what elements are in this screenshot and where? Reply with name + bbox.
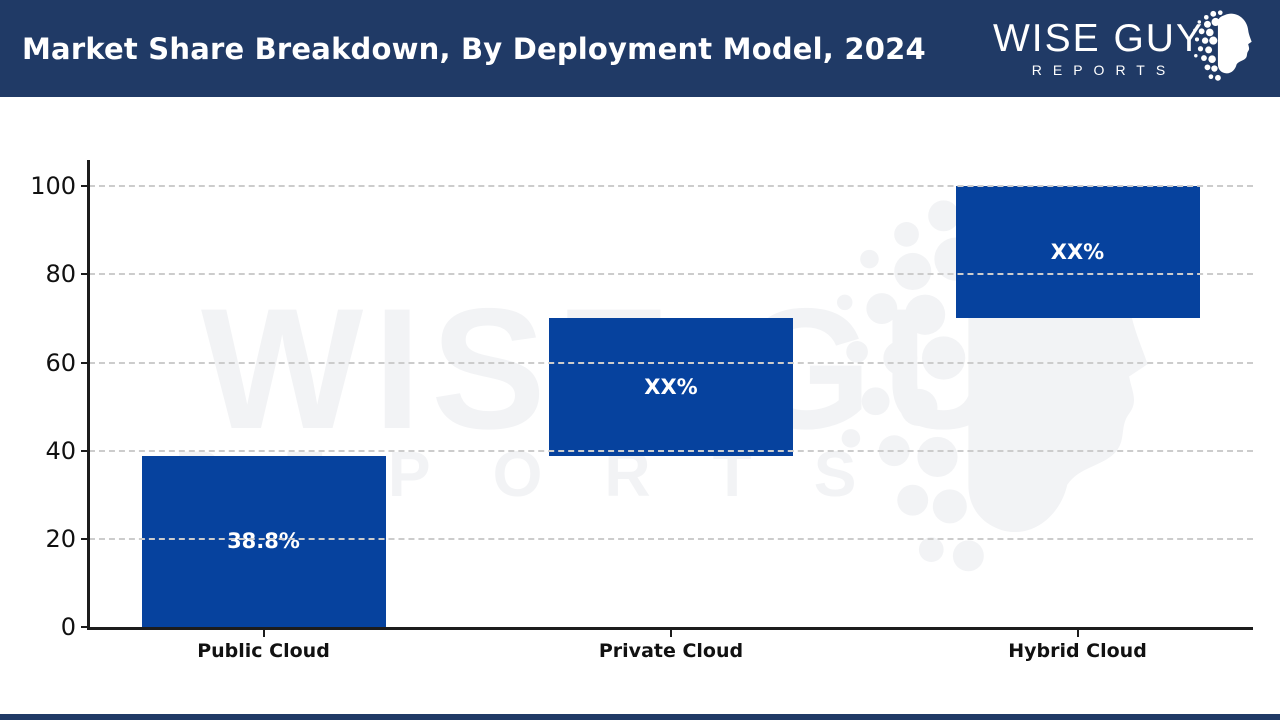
gridline-80 (89, 273, 1253, 276)
y-axis-tick-label: 20 (45, 524, 76, 553)
x-axis-category-label: Hybrid Cloud (1008, 640, 1147, 662)
y-axis-tick-label: 100 (30, 172, 76, 201)
x-tick (1076, 629, 1079, 637)
logo-subtitle: REPORTS (1031, 61, 1177, 78)
y-tick (81, 449, 89, 452)
header-banner: Market Share Breakdown, By Deployment Mo… (0, 0, 1280, 97)
y-tick (81, 537, 89, 540)
x-axis-category-label: Public Cloud (197, 640, 330, 662)
chart-title: Market Share Breakdown, By Deployment Mo… (22, 31, 926, 66)
wise-guy-reports-logo: WISE GUY REPORTS (992, 9, 1280, 85)
y-axis-tick-label: 80 (45, 260, 76, 289)
logo-text: WISE GUY REPORTS (992, 17, 1204, 78)
gridline-20 (89, 537, 1253, 540)
gridline-60 (89, 361, 1253, 364)
x-axis-line (87, 627, 1253, 630)
y-tick (81, 626, 89, 628)
y-axis-tick-label: 60 (45, 348, 76, 377)
y-axis-line (87, 159, 90, 629)
y-axis-tick-label: 0 (60, 613, 76, 641)
gridline-100 (89, 185, 1253, 188)
y-tick (81, 361, 89, 364)
bar-hybrid-cloud: XX% (955, 186, 1200, 319)
footer-strip (0, 714, 1280, 720)
logo-face-icon (1193, 9, 1252, 81)
bar-private-cloud: XX% (549, 318, 793, 456)
gridline-40 (89, 449, 1253, 452)
y-tick (81, 273, 89, 276)
x-tick (670, 629, 672, 637)
x-axis-category-label: Private Cloud (598, 640, 744, 662)
bar-public-cloud: 38.8% (141, 455, 386, 627)
logo-wordmark: WISE GUY (992, 17, 1204, 61)
bar-value-label: XX% (1050, 240, 1105, 265)
bar-value-label: 38.8% (227, 529, 300, 554)
y-axis-tick-label: 40 (45, 436, 76, 465)
x-tick (262, 629, 265, 637)
y-tick (81, 185, 89, 188)
bar-value-label: XX% (644, 375, 698, 400)
